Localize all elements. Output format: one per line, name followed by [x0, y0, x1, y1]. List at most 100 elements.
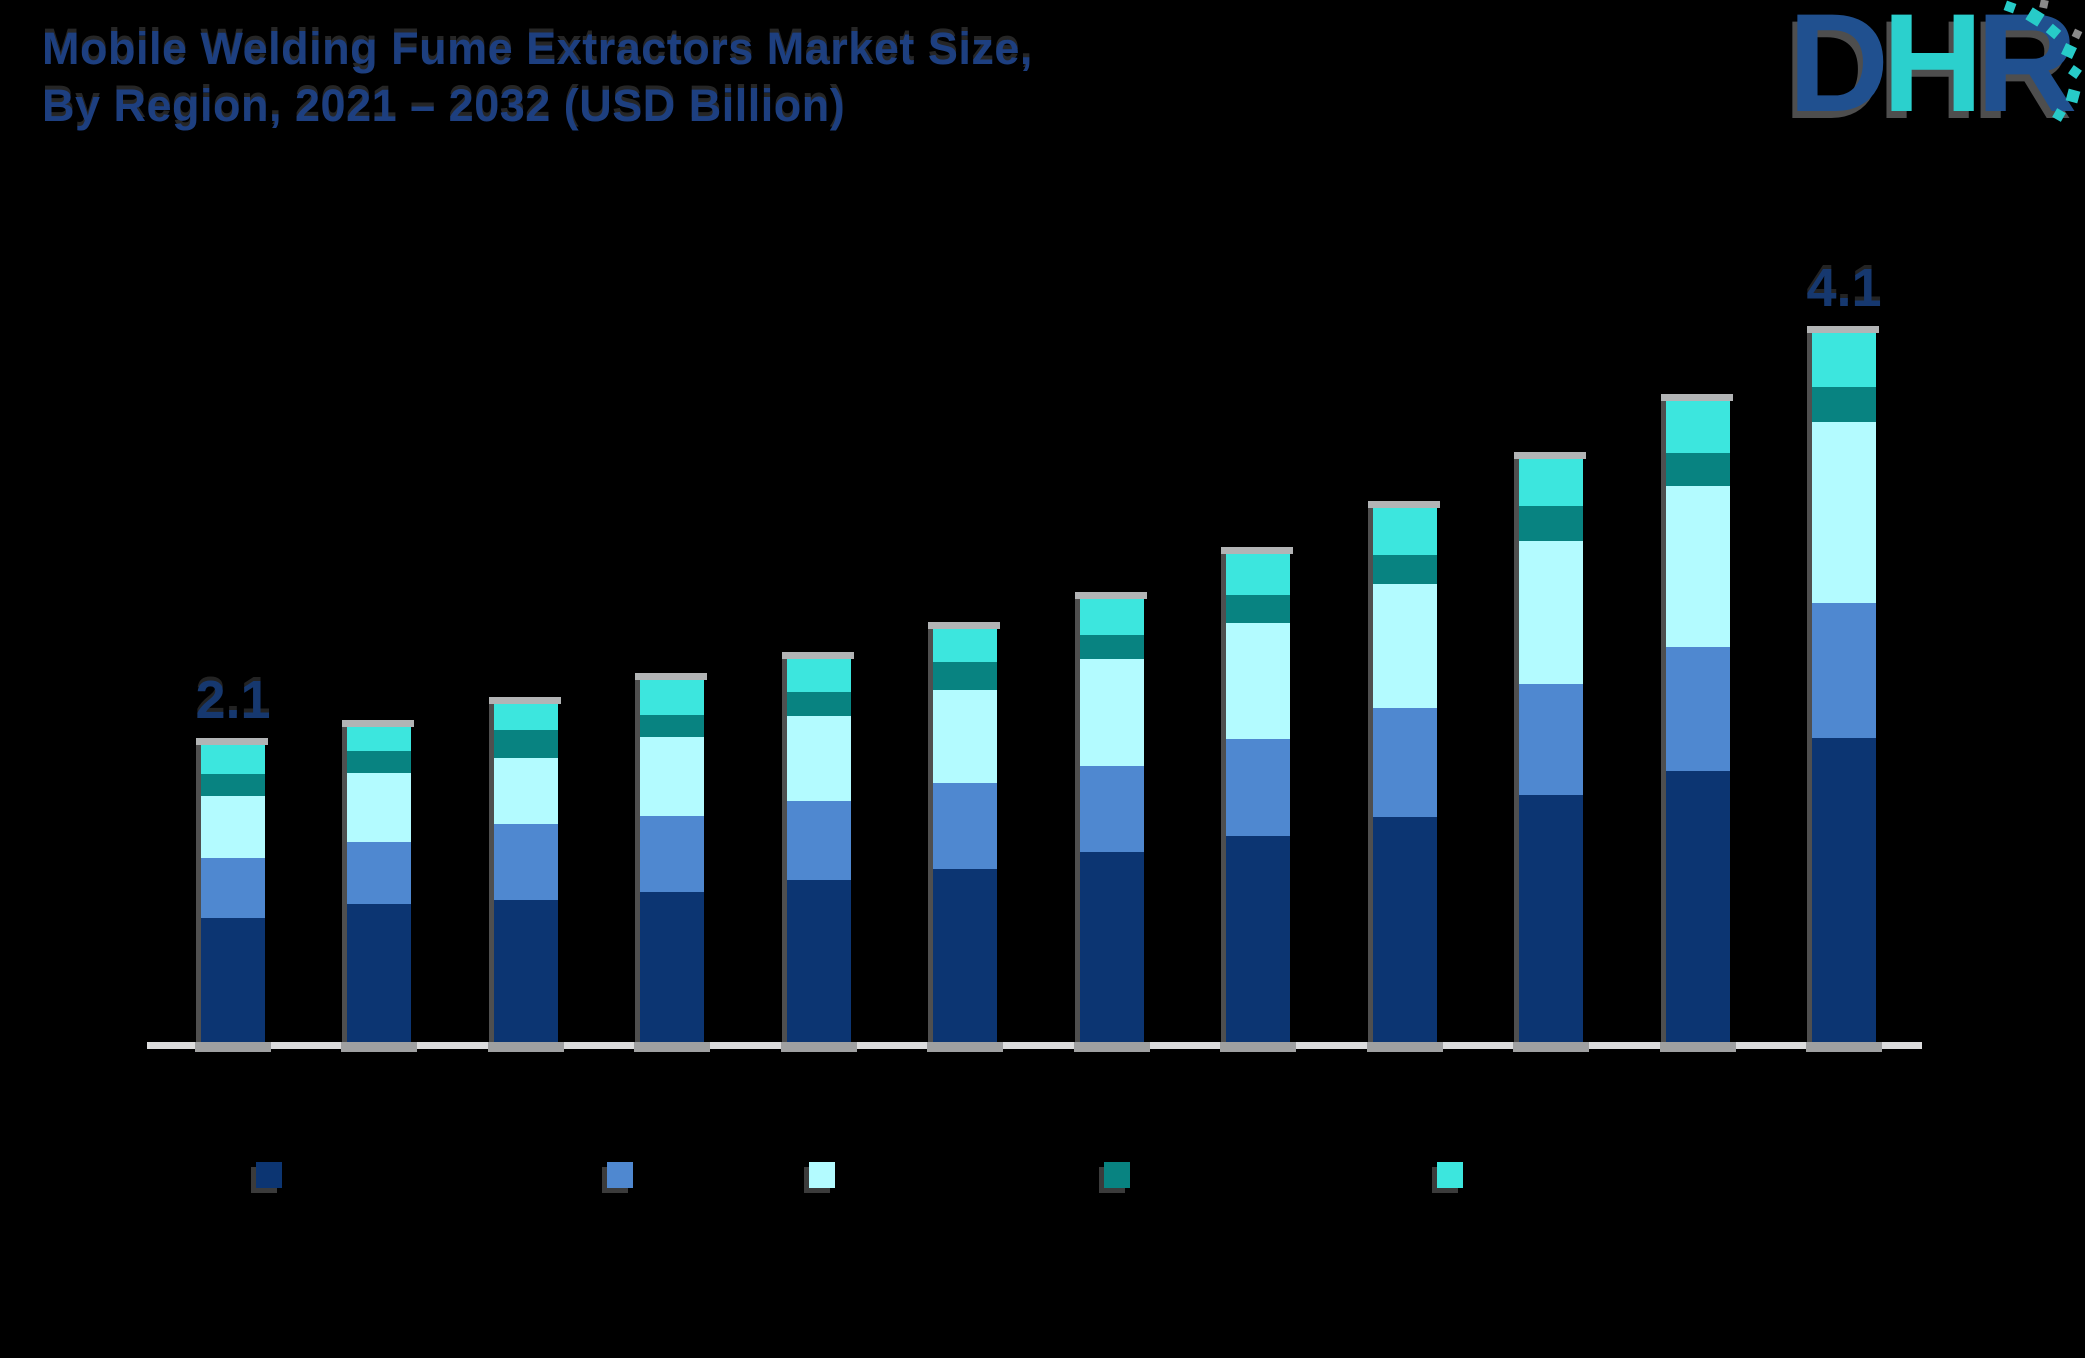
- bar-base-shadow: [927, 1042, 1003, 1052]
- segment-teal: [1812, 387, 1876, 422]
- bar-left-shadow: [928, 622, 933, 1042]
- bar-2024: [635, 673, 707, 1042]
- logo-letter-h: H: [1882, 0, 1983, 141]
- segment-pale-cyan: [1226, 623, 1290, 739]
- segment-turquoise: [933, 629, 997, 662]
- segment-dark-navy: [640, 892, 704, 1042]
- bar-top-cap: [1368, 501, 1440, 508]
- segment-turquoise: [494, 704, 558, 730]
- bar-2031: [1661, 394, 1733, 1042]
- segment-dark-navy: [1373, 817, 1437, 1042]
- bar-left-shadow: [1221, 547, 1226, 1042]
- bar-left-shadow: [342, 720, 347, 1042]
- segment-dark-navy: [494, 900, 558, 1042]
- chart-title-line1: Mobile Welding Fume Extractors Market Si…: [42, 23, 1033, 74]
- legend-swatch-dark-navy: [256, 1162, 282, 1188]
- bar-top-cap: [1661, 394, 1733, 401]
- legend-swatch-turquoise: [1437, 1162, 1463, 1188]
- bar-2023: [489, 697, 561, 1042]
- chart-title: Mobile Welding Fume Extractors Market Si…: [42, 20, 1033, 134]
- bar-2025: [782, 652, 854, 1042]
- segment-turquoise: [787, 659, 851, 692]
- bar-base-shadow: [1074, 1042, 1150, 1052]
- bar-2032: [1807, 326, 1879, 1042]
- legend-swatch-blue: [607, 1162, 633, 1188]
- bar-top-cap: [196, 738, 268, 745]
- dhr-logo-letters: DHR: [1788, 0, 2077, 144]
- bar-top-cap: [928, 622, 1000, 629]
- bar-left-shadow: [489, 697, 494, 1042]
- segment-pale-cyan: [494, 758, 558, 824]
- bar-2022: [342, 720, 414, 1042]
- logo-letter-d: D: [1788, 0, 1889, 141]
- segment-dark-navy: [347, 904, 411, 1042]
- segment-teal: [1666, 453, 1730, 486]
- segment-turquoise: [1666, 401, 1730, 453]
- segment-pale-cyan: [1519, 541, 1583, 684]
- segment-pale-cyan: [1666, 486, 1730, 647]
- bar-base-shadow: [781, 1042, 857, 1052]
- bar-2026: [928, 622, 1000, 1042]
- segment-teal: [201, 774, 265, 796]
- bar-top-cap: [489, 697, 561, 704]
- segment-dark-navy: [1519, 795, 1583, 1042]
- segment-pale-cyan: [787, 716, 851, 801]
- bar-base-shadow: [1660, 1042, 1736, 1052]
- segment-turquoise: [1226, 554, 1290, 595]
- bar-base-shadow: [1806, 1042, 1882, 1052]
- logo-dot-icon: [2039, 0, 2049, 9]
- segment-dark-navy: [1080, 852, 1144, 1042]
- bar-base-shadow: [195, 1042, 271, 1052]
- segment-turquoise: [640, 680, 704, 715]
- bar-left-shadow: [196, 738, 201, 1042]
- logo-dot-icon: [2071, 28, 2083, 40]
- bar-2027: [1075, 592, 1147, 1042]
- segment-dark-navy: [1666, 771, 1730, 1042]
- bar-top-cap: [1807, 326, 1879, 333]
- bar-top-cap: [1514, 452, 1586, 459]
- segment-teal: [1080, 635, 1144, 659]
- bar-top-cap: [1221, 547, 1293, 554]
- segment-turquoise: [1519, 459, 1583, 506]
- bar-top-cap: [1075, 592, 1147, 599]
- chart-title-line2: By Region, 2021 – 2032 (USD Billion): [42, 80, 846, 131]
- segment-blue: [1373, 708, 1437, 817]
- segment-dark-navy: [201, 918, 265, 1042]
- segment-teal: [933, 662, 997, 690]
- bar-base-shadow: [1220, 1042, 1296, 1052]
- segment-teal: [494, 730, 558, 758]
- bar-base-shadow: [634, 1042, 710, 1052]
- segment-blue: [1226, 739, 1290, 836]
- segment-blue: [787, 801, 851, 880]
- segment-teal: [1373, 555, 1437, 584]
- bar-left-shadow: [635, 673, 640, 1042]
- segment-pale-cyan: [347, 773, 411, 842]
- segment-teal: [347, 751, 411, 773]
- segment-teal: [1519, 506, 1583, 541]
- bar-2021: [196, 738, 268, 1042]
- segment-blue: [1666, 647, 1730, 771]
- segment-pale-cyan: [1373, 584, 1437, 708]
- bar-top-cap: [342, 720, 414, 727]
- segment-blue: [1519, 684, 1583, 795]
- segment-blue: [933, 783, 997, 869]
- bar-2028: [1221, 547, 1293, 1042]
- bar-base-shadow: [341, 1042, 417, 1052]
- segment-turquoise: [1080, 599, 1144, 635]
- segment-pale-cyan: [201, 796, 265, 858]
- segment-blue: [347, 842, 411, 904]
- segment-blue: [1812, 603, 1876, 738]
- segment-turquoise: [201, 745, 265, 774]
- segment-teal: [787, 692, 851, 716]
- segment-turquoise: [1373, 508, 1437, 555]
- bar-left-shadow: [1075, 592, 1080, 1042]
- segment-pale-cyan: [640, 737, 704, 816]
- segment-teal: [640, 715, 704, 737]
- segment-turquoise: [347, 727, 411, 751]
- segment-dark-navy: [787, 880, 851, 1042]
- bar-left-shadow: [1368, 501, 1373, 1042]
- bar-left-shadow: [782, 652, 787, 1042]
- bar-top-cap: [635, 673, 707, 680]
- dhr-logo: DHR: [1786, 0, 2085, 160]
